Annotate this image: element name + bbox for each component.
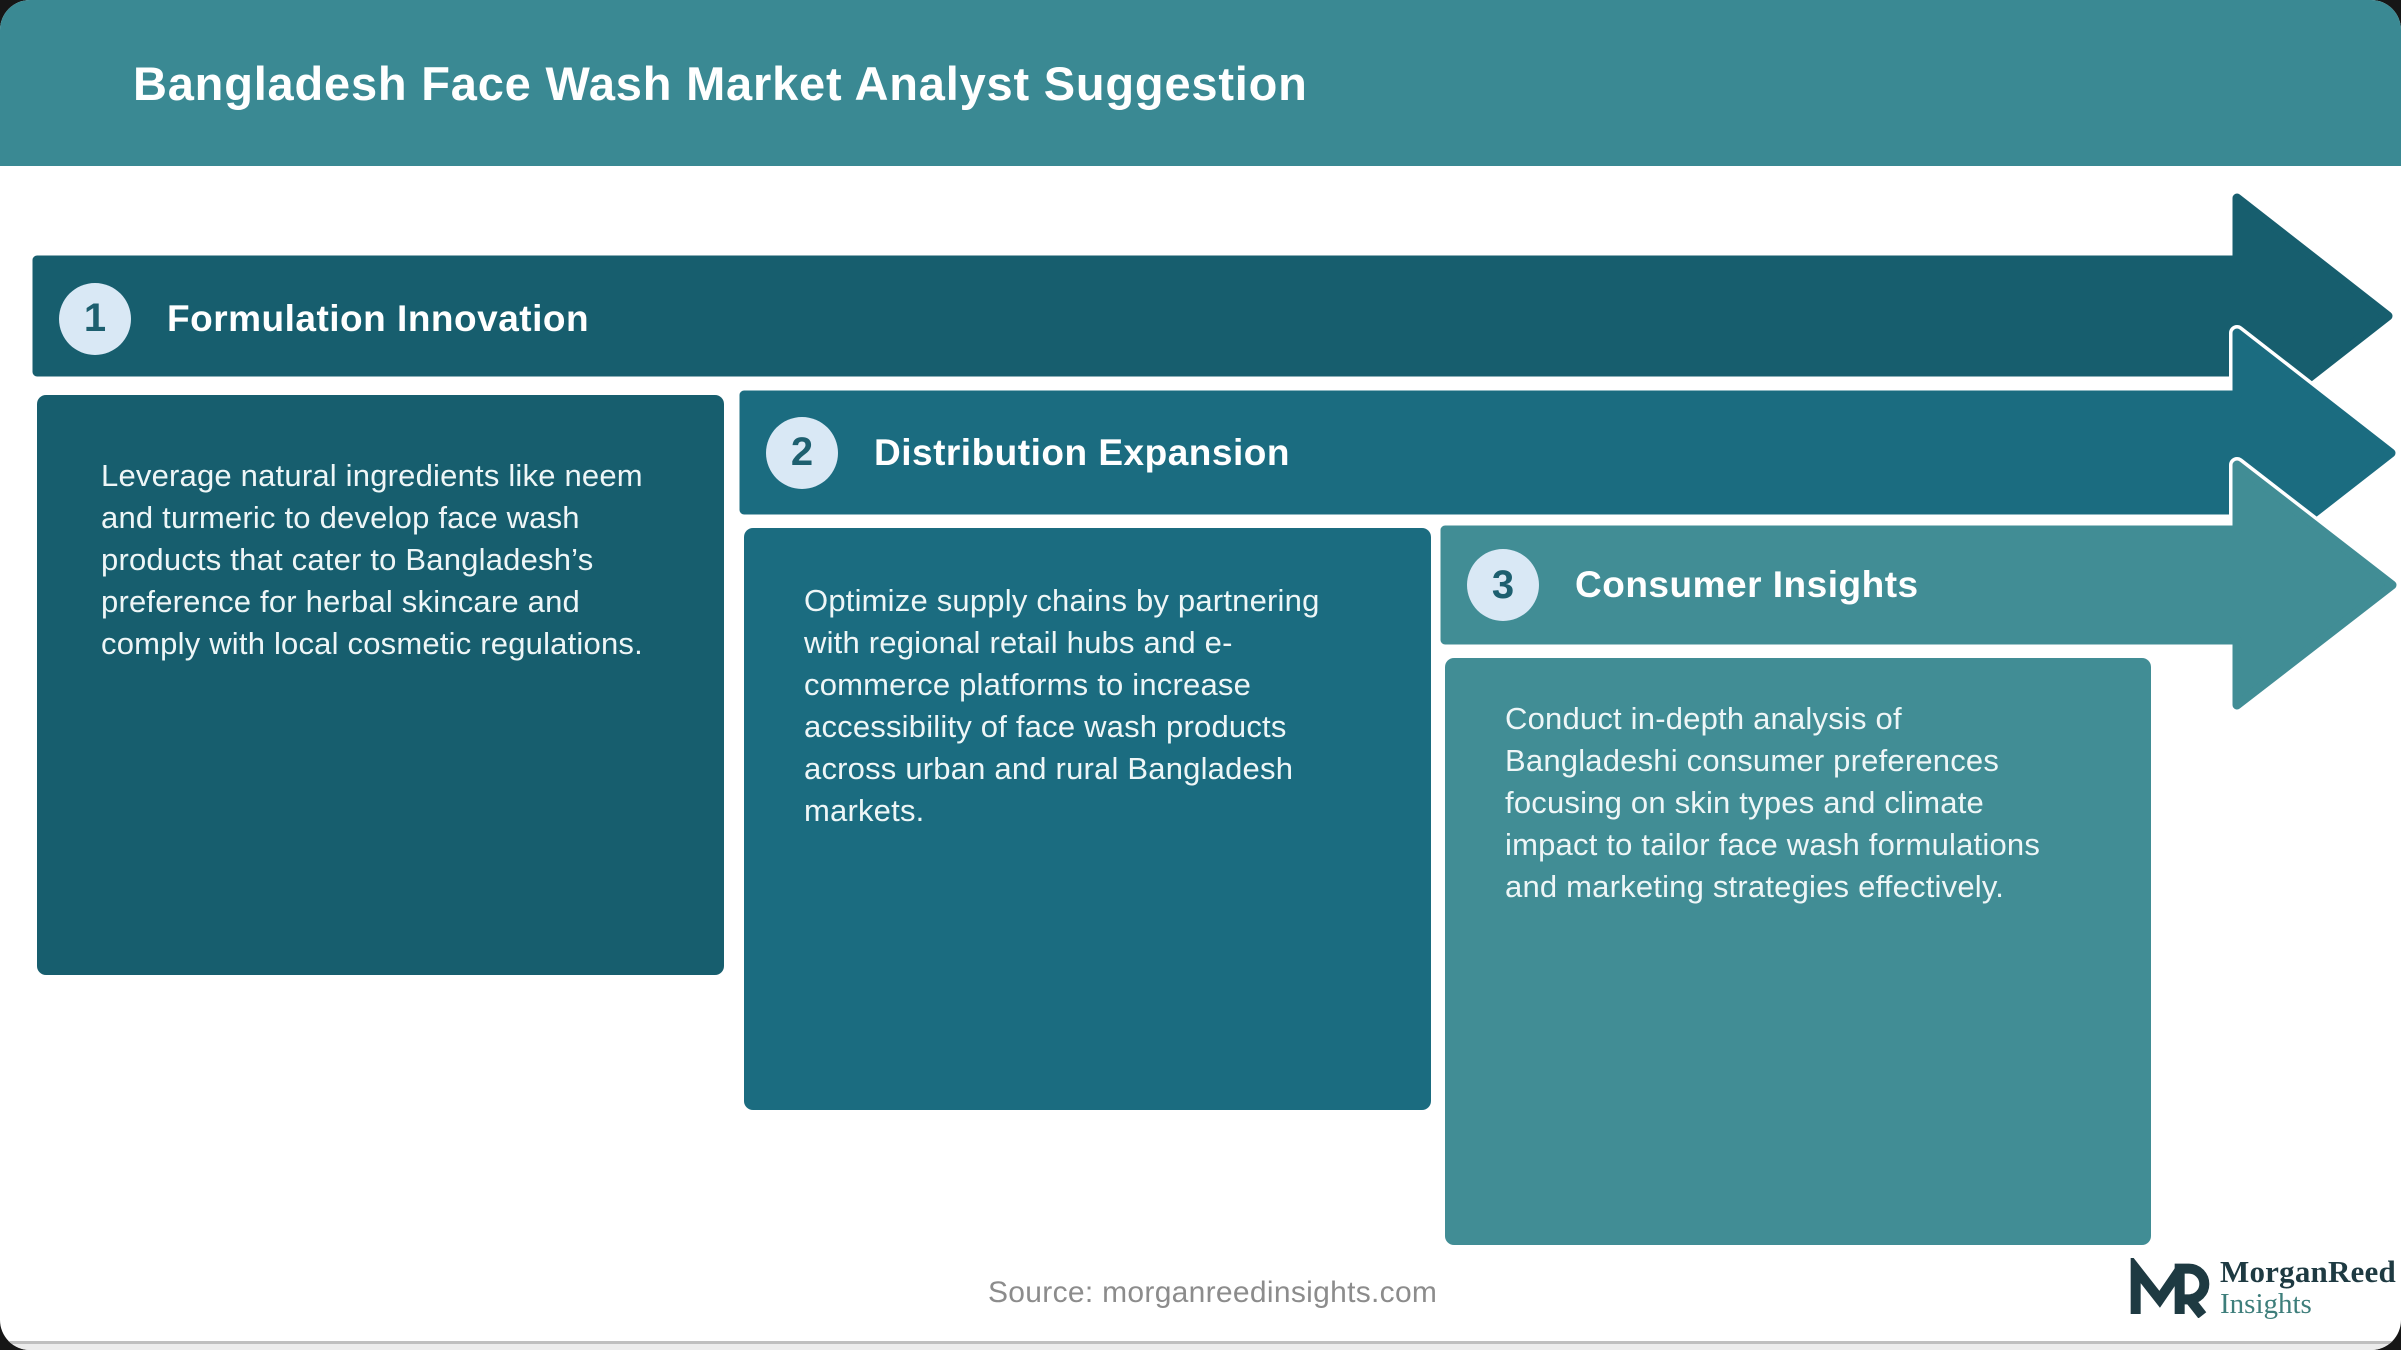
step-2-title: Distribution Expansion bbox=[874, 431, 1290, 473]
step-2-arrow bbox=[736, 325, 2399, 581]
step-1-banner: 1 Formulation Innovation bbox=[37, 262, 1159, 375]
step-2-arrow-shape bbox=[739, 328, 2396, 578]
logo-wordmark: MorganReed Insights bbox=[2220, 1256, 2396, 1319]
step-2-description: Optimize supply chains by partnering wit… bbox=[804, 583, 1320, 828]
logo-name-morgan: Morgan bbox=[2220, 1254, 2328, 1289]
bottom-edge-divider bbox=[0, 1341, 2401, 1350]
step-3-arrow-shape bbox=[1440, 460, 2397, 710]
step-1-arrow bbox=[29, 190, 2396, 442]
step-3-description: Conduct in-depth analysis of Bangladeshi… bbox=[1505, 701, 2041, 904]
step-2-number-badge: 2 bbox=[766, 416, 838, 489]
step-3-description-box: Conduct in-depth analysis of Bangladeshi… bbox=[1445, 658, 2151, 1245]
page-title: Bangladesh Face Wash Market Analyst Sugg… bbox=[133, 56, 1308, 110]
logo-subtitle: Insights bbox=[2220, 1288, 2312, 1320]
step-2-banner: 2 Distribution Expansion bbox=[744, 395, 1866, 510]
logo-name-reed: Reed bbox=[2327, 1254, 2396, 1289]
step-2-description-box: Optimize supply chains by partnering wit… bbox=[744, 528, 1431, 1110]
step-1-arrow-shape bbox=[32, 193, 2393, 439]
step-3-banner: 3 Consumer Insights bbox=[1445, 530, 2401, 640]
step-1-description-box: Leverage natural ingredients like neem a… bbox=[37, 395, 724, 975]
step-1-number-badge: 1 bbox=[59, 282, 131, 355]
step-1-description: Leverage natural ingredients like neem a… bbox=[101, 458, 643, 661]
logo-name: MorganReed bbox=[2220, 1256, 2396, 1287]
step-3-number-badge: 3 bbox=[1467, 549, 1539, 621]
title-bar: Bangladesh Face Wash Market Analyst Sugg… bbox=[0, 0, 2401, 166]
step-1-title: Formulation Innovation bbox=[167, 297, 590, 339]
step-3-arrow bbox=[1437, 457, 2400, 713]
source-attribution: Source: morganreedinsights.com bbox=[988, 1276, 1438, 1309]
morganreed-monogram-icon bbox=[2130, 1257, 2210, 1318]
morganreed-logo: MorganReed Insights bbox=[2128, 1256, 2396, 1319]
step-3-title: Consumer Insights bbox=[1575, 564, 1919, 605]
